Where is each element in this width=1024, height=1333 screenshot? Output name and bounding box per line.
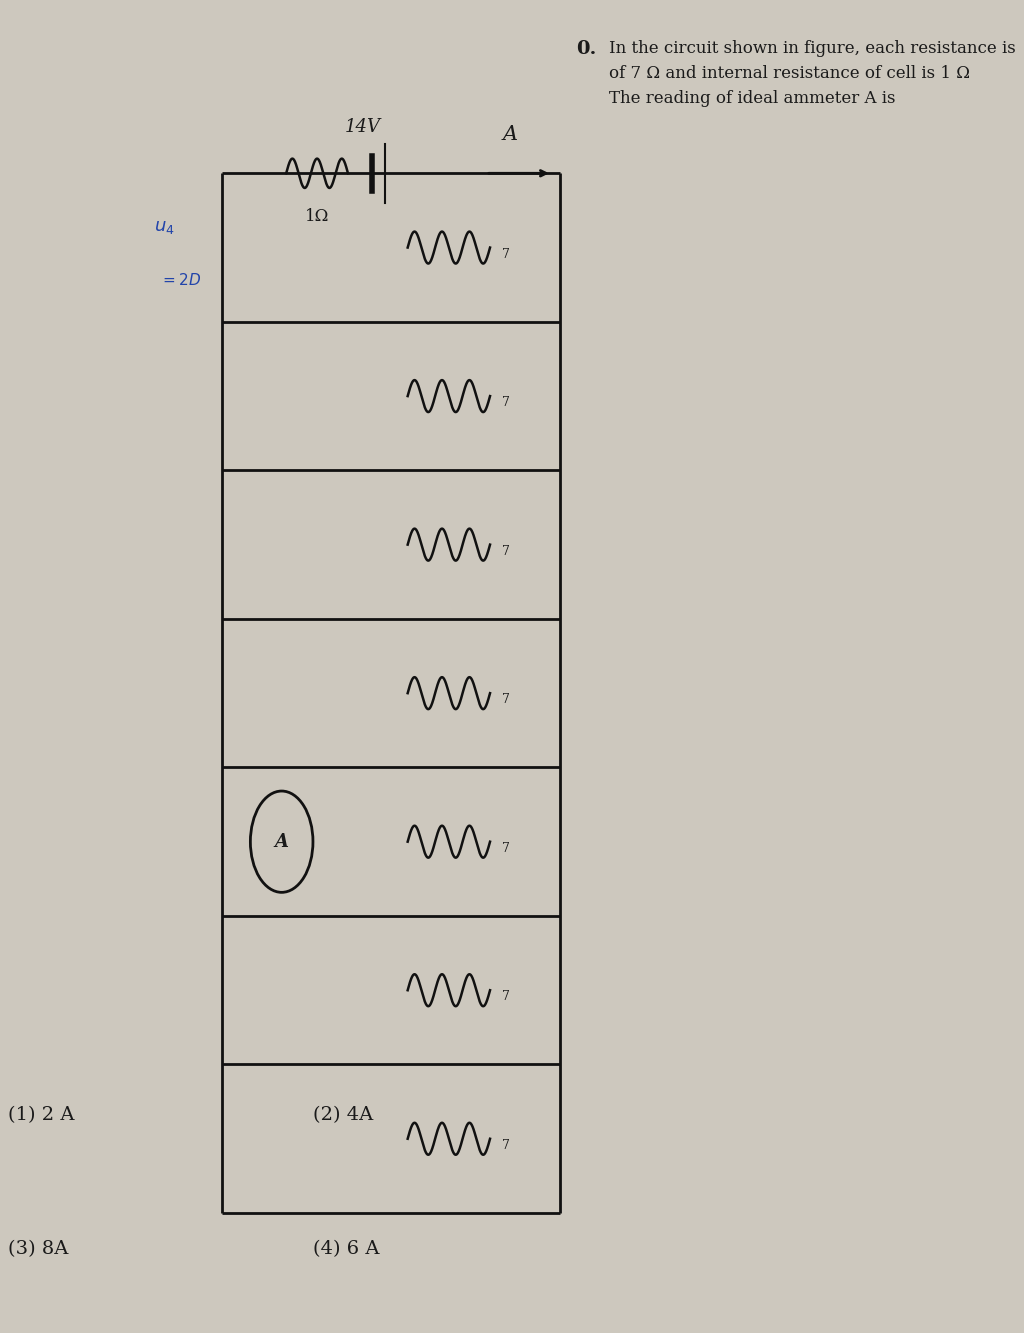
Text: 7: 7 [503, 693, 510, 706]
Text: 0.: 0. [577, 40, 597, 59]
Text: 1Ω: 1Ω [305, 208, 330, 225]
Text: A: A [274, 833, 289, 850]
Text: In the circuit shown in figure, each resistance is
of 7 Ω and internal resistanc: In the circuit shown in figure, each res… [609, 40, 1016, 107]
Text: A: A [503, 125, 518, 144]
Text: (3) 8A: (3) 8A [8, 1240, 69, 1258]
Text: 7: 7 [503, 990, 510, 1004]
Text: (2) 4A: (2) 4A [313, 1106, 373, 1125]
Text: 7: 7 [503, 248, 510, 261]
Text: 7: 7 [503, 842, 510, 854]
Text: $= 2D$: $= 2D$ [161, 272, 202, 288]
Text: 7: 7 [503, 1138, 510, 1152]
Text: 7: 7 [503, 545, 510, 557]
Text: (4) 6 A: (4) 6 A [313, 1240, 380, 1258]
Text: (1) 2 A: (1) 2 A [8, 1106, 75, 1125]
Text: $u_4$: $u_4$ [155, 217, 175, 236]
Text: 7: 7 [503, 396, 510, 409]
Text: 14V: 14V [344, 117, 380, 136]
